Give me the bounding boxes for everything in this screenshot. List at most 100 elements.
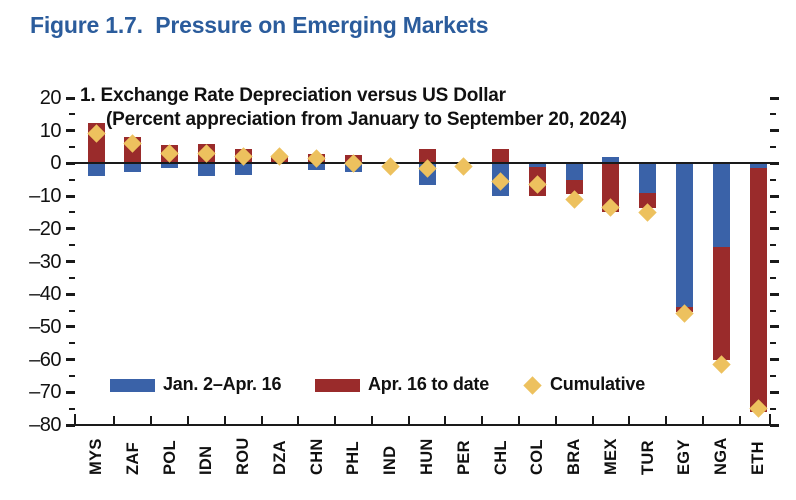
x-axis-tick [628, 416, 631, 424]
x-axis-tick [738, 416, 741, 424]
bar-segment-ETH [749, 168, 767, 412]
legend-swatch-blue-bar [110, 379, 155, 392]
bar-segment-NGA [712, 163, 730, 247]
x-axis-label-HUN: HUN [418, 438, 436, 475]
y-axis-minor-tick-right [770, 178, 776, 181]
x-axis-label-COL: COL [528, 439, 547, 475]
x-axis-tick [665, 416, 668, 424]
y-axis-minor-tick-right [770, 276, 776, 279]
y-axis-minor-tick-right [770, 211, 776, 214]
y-axis-minor-tick-left [69, 374, 75, 377]
y-axis-major-tick-left [66, 96, 75, 100]
y-axis-label: 10 [39, 119, 62, 142]
x-axis-label-DZA: DZA [270, 440, 289, 475]
x-axis-line [74, 424, 771, 426]
x-axis-label-CHL: CHL [491, 440, 510, 475]
x-axis-label-MYS: MYS [87, 438, 105, 475]
y-axis-label: –60 [29, 348, 61, 371]
x-axis-tick [334, 416, 337, 424]
y-axis-major-tick-left [66, 325, 75, 329]
y-axis-label: –80 [29, 414, 61, 436]
bar-segment-CHL [492, 148, 510, 164]
x-axis-tick [297, 416, 300, 424]
y-axis-major-tick-right [770, 390, 779, 394]
x-axis-tick [701, 416, 704, 424]
y-axis-label: –50 [29, 315, 61, 338]
y-axis-minor-tick-right [770, 146, 776, 149]
x-axis-tick [113, 416, 116, 424]
x-axis-tick [444, 416, 447, 424]
x-axis-label-EGY: EGY [675, 439, 694, 475]
y-axis-minor-tick-right [770, 342, 776, 345]
y-axis-label: –70 [29, 381, 61, 404]
y-axis-major-tick-right [770, 260, 779, 263]
y-axis-major-tick-left [66, 194, 75, 198]
x-axis-tick [223, 416, 226, 424]
y-axis-label: –10 [29, 185, 61, 208]
x-axis-tick [74, 414, 76, 424]
x-axis-tick [481, 416, 484, 424]
x-axis-tick [517, 416, 520, 424]
x-axis-tick [186, 416, 189, 424]
y-axis-major-tick-right [770, 358, 779, 362]
y-axis-major-tick-left [66, 292, 75, 296]
legend-label-jan-period: Jan. 2–Apr. 16 [163, 374, 282, 394]
chart-legend: Jan. 2–Apr. 16 Apr. 16 to date Cumulativ… [75, 374, 695, 400]
x-axis-label-TUR: TUR [638, 440, 657, 475]
y-axis-minor-tick-left [69, 309, 75, 312]
y-axis-label: 20 [39, 87, 62, 109]
y-axis-label: –20 [29, 217, 61, 240]
x-axis-tick [150, 416, 153, 424]
y-axis-major-tick-right [770, 161, 779, 165]
x-axis-tick [370, 416, 373, 424]
legend-swatch-red-bar [315, 379, 360, 392]
y-axis-major-tick-left [66, 161, 75, 165]
bar-segment-MYS [87, 163, 105, 177]
bar-segment-POL [161, 163, 179, 169]
y-axis-label: –40 [29, 283, 61, 306]
panel-title-line2: (Percent appreciation from January to Se… [106, 109, 627, 130]
bar-segment-COL [528, 163, 546, 167]
x-axis-label-ROU: ROU [234, 437, 253, 475]
y-axis-major-tick-right [770, 423, 779, 427]
x-axis-label-POL: POL [160, 440, 179, 475]
x-axis-tick [407, 416, 410, 424]
x-axis-label-CHN: CHN [307, 438, 326, 475]
y-axis-label: 0 [50, 152, 61, 175]
figure-title: Figure 1.7. Pressure on Emerging Markets [30, 12, 489, 38]
x-axis-tick [769, 414, 771, 424]
x-axis-tick [591, 416, 594, 424]
panel-title: 1. Exchange Rate Depreciation versus US … [80, 84, 627, 132]
y-axis-major-tick-left [66, 129, 75, 133]
bar-segment-ROU [234, 163, 252, 175]
y-axis-major-tick-right [770, 227, 779, 231]
legend-label-cumulative: Cumulative [550, 374, 646, 394]
y-axis-major-tick-right [770, 96, 779, 100]
bar-segment-NGA [712, 246, 730, 360]
x-axis-label-ETH: ETH [749, 441, 767, 475]
y-axis-minor-tick-left [69, 244, 75, 247]
y-axis-major-tick-right [770, 194, 779, 198]
y-axis-major-tick-left [66, 390, 75, 394]
y-axis-minor-tick-right [770, 113, 776, 116]
bar-segment-TUR [639, 192, 657, 208]
x-axis-label-ZAF: ZAF [123, 442, 142, 475]
x-axis-label-PER: PER [454, 440, 473, 475]
y-axis-minor-tick-right [770, 244, 776, 247]
x-axis-label-BRA: BRA [565, 438, 584, 475]
y-axis-major-tick-left [66, 227, 75, 231]
y-axis-minor-tick-left [69, 146, 75, 149]
legend-label-apr-period: Apr. 16 to date [368, 374, 490, 394]
bar-segment-MEX [602, 156, 620, 164]
bar-segment-IDN [197, 163, 215, 177]
legend-diamond-icon [523, 376, 542, 395]
y-axis-minor-tick-right [770, 374, 776, 377]
y-axis-minor-tick-right [770, 309, 776, 312]
y-axis-minor-tick-left [69, 113, 75, 116]
bar-segment-HUN [418, 148, 436, 164]
y-axis-minor-tick-left [69, 178, 75, 181]
x-axis-label-IDN: IDN [197, 445, 216, 475]
y-axis-minor-tick-left [69, 211, 75, 214]
bar-segment-ETH [749, 163, 767, 169]
